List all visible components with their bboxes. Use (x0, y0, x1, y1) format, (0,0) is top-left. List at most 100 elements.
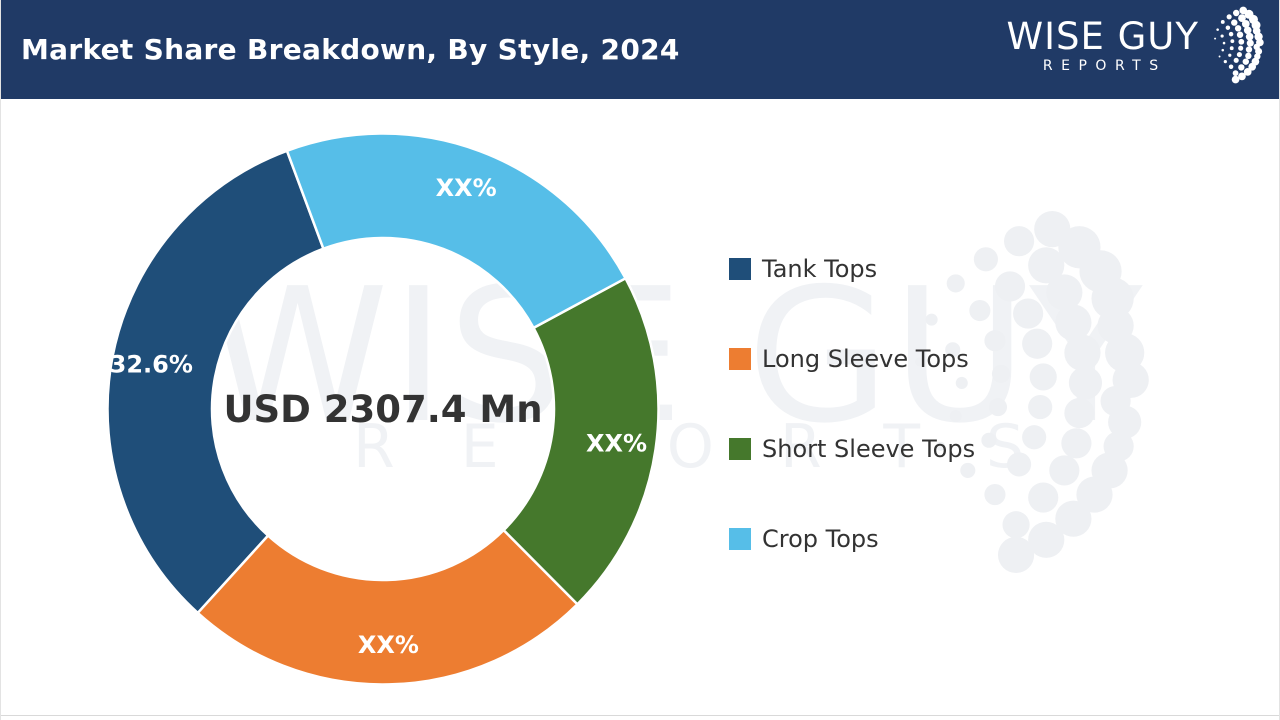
face-dot (1022, 425, 1047, 450)
face-dot (1243, 26, 1252, 35)
legend-swatch-tank-tops (729, 258, 751, 280)
face-dot (1049, 455, 1080, 486)
face-dot (1232, 70, 1239, 77)
face-dot (984, 484, 1006, 506)
face-dot (1046, 274, 1083, 311)
face-dot (1248, 62, 1257, 71)
face-dot (1028, 521, 1065, 558)
face-dot (1223, 60, 1227, 64)
face-dot (1029, 363, 1057, 391)
face-dot (1061, 428, 1092, 459)
legend-item-short-sleeve-tops: Short Sleeve Tops (729, 435, 976, 463)
face-dot (1064, 398, 1095, 429)
brand-name: WISE GUY (1006, 14, 1199, 58)
face-dot (1238, 72, 1246, 81)
brand-logo-text: WISE GUY REPORTS (1007, 18, 1199, 73)
face-dot (1234, 25, 1242, 32)
header: Market Share Breakdown, By Style, 2024 W… (1, 0, 1279, 99)
face-dot (988, 398, 1008, 417)
face-dot (1022, 328, 1053, 359)
face-dot (1246, 39, 1254, 47)
face-dot (1231, 19, 1238, 26)
brand-subtitle: REPORTS (1042, 57, 1167, 74)
face-dot (1004, 226, 1035, 257)
face-dot (1243, 68, 1252, 76)
face-dot (1058, 226, 1101, 269)
legend-item-long-sleeve-tops: Long Sleeve Tops (729, 345, 975, 373)
segment-crop-tops (285, 132, 627, 330)
face-dot (1220, 34, 1224, 38)
face-dot (1231, 75, 1240, 84)
legend-label: Long Sleeve Tops (762, 345, 969, 373)
face-dot (1013, 298, 1044, 329)
legend: Tank Tops Long Sleeve Tops Short Sleeve … (729, 255, 976, 618)
face-dot (1216, 28, 1219, 31)
face-dot (1238, 38, 1245, 45)
brand-logo: WISE GUY REPORTS (1007, 6, 1265, 84)
face-dot (1238, 14, 1246, 22)
face-dot (1214, 37, 1217, 40)
face-dot (1228, 31, 1234, 37)
chart-area: WISE GUY REPORTS 32.6% XX% XX% XX% USD 2307… (1, 99, 1279, 716)
face-dot (1236, 52, 1242, 58)
face-dot (1064, 334, 1101, 371)
face-dot (1238, 45, 1244, 51)
face-dot (1055, 304, 1092, 341)
segment-label-crop-tops: XX% (436, 174, 497, 202)
face-dot (1097, 307, 1134, 344)
legend-item-tank-tops: Tank Tops (729, 255, 975, 283)
face-dot (1229, 46, 1234, 51)
face-dot (981, 432, 997, 448)
face-dot (994, 271, 1026, 302)
face-dot (997, 536, 1035, 573)
legend-label: Short Sleeve Tops (762, 435, 976, 463)
face-dot (991, 364, 1011, 383)
face-dot (1103, 431, 1134, 462)
legend-item-crop-tops: Crop Tops (729, 525, 975, 553)
face-dot (1255, 47, 1263, 55)
face-dot (973, 247, 998, 272)
face-dot (1218, 55, 1221, 58)
face-dot (1028, 247, 1065, 284)
segment-label-long-sleeve-tops: XX% (358, 631, 419, 659)
face-dot (1068, 366, 1103, 400)
segment-label-tank-tops: 32.6% (110, 350, 193, 378)
face-dot (1055, 500, 1092, 537)
face-dot (984, 330, 1006, 352)
face-dot (1228, 64, 1234, 69)
face-dot (1233, 57, 1239, 63)
face-dot (1230, 39, 1235, 44)
face-dot (1091, 452, 1128, 489)
face-dot (1108, 405, 1142, 439)
face-dot (1226, 14, 1232, 20)
legend-label: Crop Tops (762, 525, 879, 553)
segment-tank-tops (106, 149, 325, 615)
legend-label: Tank Tops (762, 255, 878, 283)
face-dot (1236, 31, 1244, 38)
page-title: Market Share Breakdown, By Style, 2024 (21, 33, 680, 66)
face-dot (1238, 64, 1245, 71)
donut-svg: 32.6% XX% XX% XX% (106, 132, 660, 686)
face-dot (1112, 361, 1149, 399)
legend-swatch-short-sleeve-tops (729, 438, 751, 460)
face-dot (1034, 211, 1071, 248)
face-dot (1251, 20, 1261, 30)
face-dot (1225, 25, 1231, 30)
face-dot (1028, 482, 1059, 513)
legend-swatch-crop-tops (729, 528, 751, 550)
face-dot (1221, 48, 1225, 52)
face-dot (1079, 250, 1122, 293)
face-dot (1245, 52, 1252, 60)
face-dot (1222, 41, 1226, 45)
face-dot (1241, 20, 1250, 28)
segment-short-sleeve-tops (502, 277, 660, 606)
brand-face-icon (1214, 6, 1264, 84)
face-dot (1245, 46, 1253, 53)
donut-chart: 32.6% XX% XX% XX% USD 2307.4 Mn (106, 132, 660, 686)
face-dot (1242, 58, 1249, 65)
face-dot (1002, 511, 1030, 539)
legend-swatch-long-sleeve-tops (729, 348, 751, 370)
face-dot (1007, 452, 1032, 477)
face-dot (1028, 395, 1053, 420)
